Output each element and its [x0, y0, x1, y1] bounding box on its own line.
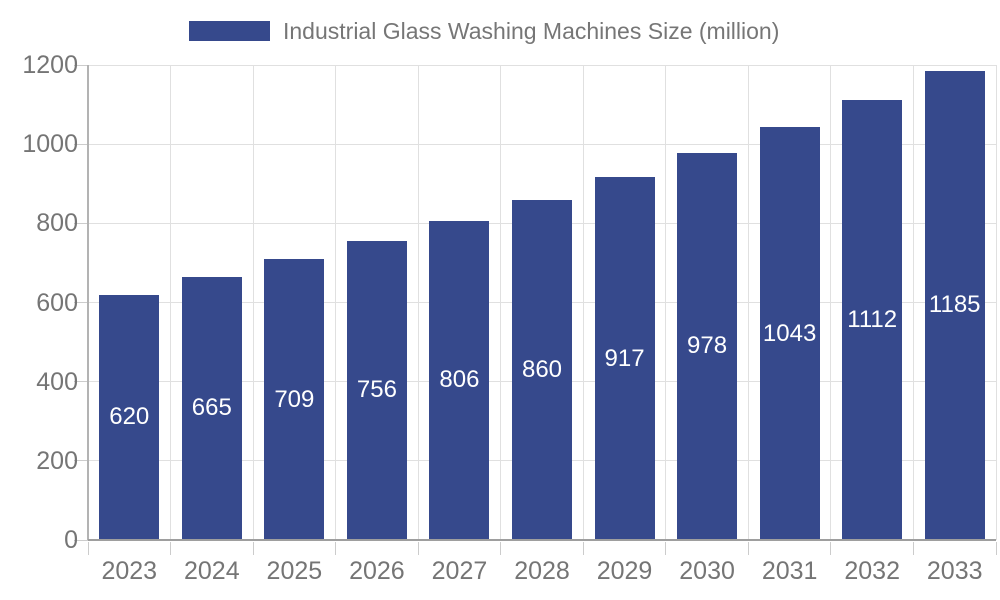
- x-axis-category-label: 2026: [349, 557, 405, 585]
- x-axis-line: [88, 539, 996, 541]
- bar-value-label: 978: [687, 332, 728, 360]
- x-gridline: [995, 65, 997, 540]
- bar-2027: [429, 220, 490, 539]
- y-axis-tick: [74, 302, 88, 303]
- x-axis-tick: [417, 542, 419, 555]
- x-axis-tick: [912, 542, 914, 555]
- bar-value-label: 620: [109, 403, 150, 431]
- legend-item[interactable]: Industrial Glass Washing Machines Size (…: [189, 11, 779, 51]
- y-axis-tick: [74, 64, 88, 66]
- x-axis-tick: [252, 542, 254, 555]
- x-axis-category-label: 2023: [101, 557, 158, 585]
- y-axis-tick-label: 200: [36, 446, 78, 475]
- x-axis-category-label: 2025: [266, 557, 323, 585]
- bar-2033: [924, 70, 985, 539]
- bar-value-label: 917: [604, 344, 645, 372]
- bar-value-label: 1043: [762, 319, 817, 347]
- y-axis-tick: [74, 381, 88, 383]
- x-axis-tick: [500, 542, 502, 555]
- x-axis-tick: [665, 542, 667, 555]
- y-axis-tick: [74, 222, 88, 224]
- legend-label: Industrial Glass Washing Machines Size (…: [283, 17, 780, 44]
- bar-2032: [842, 99, 903, 539]
- x-gridline: [252, 65, 254, 540]
- x-axis-category-label: 2033: [926, 557, 983, 585]
- y-gridline: [88, 64, 996, 66]
- bar-value-label: 665: [191, 394, 232, 422]
- x-gridline: [582, 65, 584, 540]
- x-gridline: [912, 65, 914, 540]
- x-axis-category-label: 2030: [679, 557, 735, 585]
- y-axis-tick: [74, 143, 88, 145]
- x-axis-category-label: 2029: [596, 557, 653, 585]
- y-axis-tick-label: 600: [36, 288, 78, 317]
- x-axis-category-label: 2031: [761, 557, 818, 585]
- y-axis-tick-label: 400: [36, 367, 78, 396]
- y-axis-tick-label: 1000: [22, 130, 78, 159]
- x-axis-tick: [170, 542, 172, 555]
- x-gridline: [665, 65, 667, 540]
- x-gridline: [417, 65, 419, 540]
- bar-value-label: 709: [274, 385, 315, 413]
- bar-2030: [677, 152, 738, 539]
- y-gridline: [88, 143, 996, 145]
- x-axis-category-label: 2027: [431, 557, 488, 585]
- x-axis-tick: [582, 542, 584, 555]
- x-axis-tick: [335, 542, 337, 555]
- x-axis-tick: [995, 542, 997, 555]
- y-axis-tick-label: 1200: [22, 51, 78, 79]
- bar-value-label: 1185: [928, 291, 981, 319]
- bar-2029: [594, 177, 655, 539]
- x-gridline: [830, 65, 832, 540]
- x-gridline: [335, 65, 337, 540]
- bar-2023: [99, 294, 160, 539]
- bar-value-label: 1112: [847, 305, 898, 333]
- legend-swatch: [189, 21, 270, 41]
- x-gridline: [747, 65, 749, 540]
- x-axis-tick: [830, 542, 832, 555]
- x-axis-category-label: 2028: [514, 557, 570, 585]
- y-axis-tick-label: 800: [36, 209, 78, 238]
- y-axis-tick: [74, 460, 88, 462]
- bar-value-label: 806: [439, 366, 480, 394]
- bar-2031: [759, 127, 820, 539]
- x-axis-category-label: 2024: [184, 557, 240, 585]
- bar-2028: [512, 199, 572, 539]
- bar-value-label: 756: [356, 376, 397, 404]
- y-axis-line: [87, 65, 89, 540]
- x-axis-tick: [87, 542, 89, 555]
- x-gridline: [500, 65, 502, 540]
- bar-value-label: 860: [521, 355, 563, 383]
- bar-2024: [181, 276, 242, 539]
- x-axis-category-label: 2032: [844, 557, 900, 585]
- bar-2026: [346, 240, 407, 539]
- y-axis-tick: [74, 539, 88, 541]
- x-axis-tick: [747, 542, 749, 555]
- bar-2025: [264, 259, 325, 539]
- y-axis-tick-label: 0: [64, 526, 78, 554]
- x-gridline: [170, 65, 172, 540]
